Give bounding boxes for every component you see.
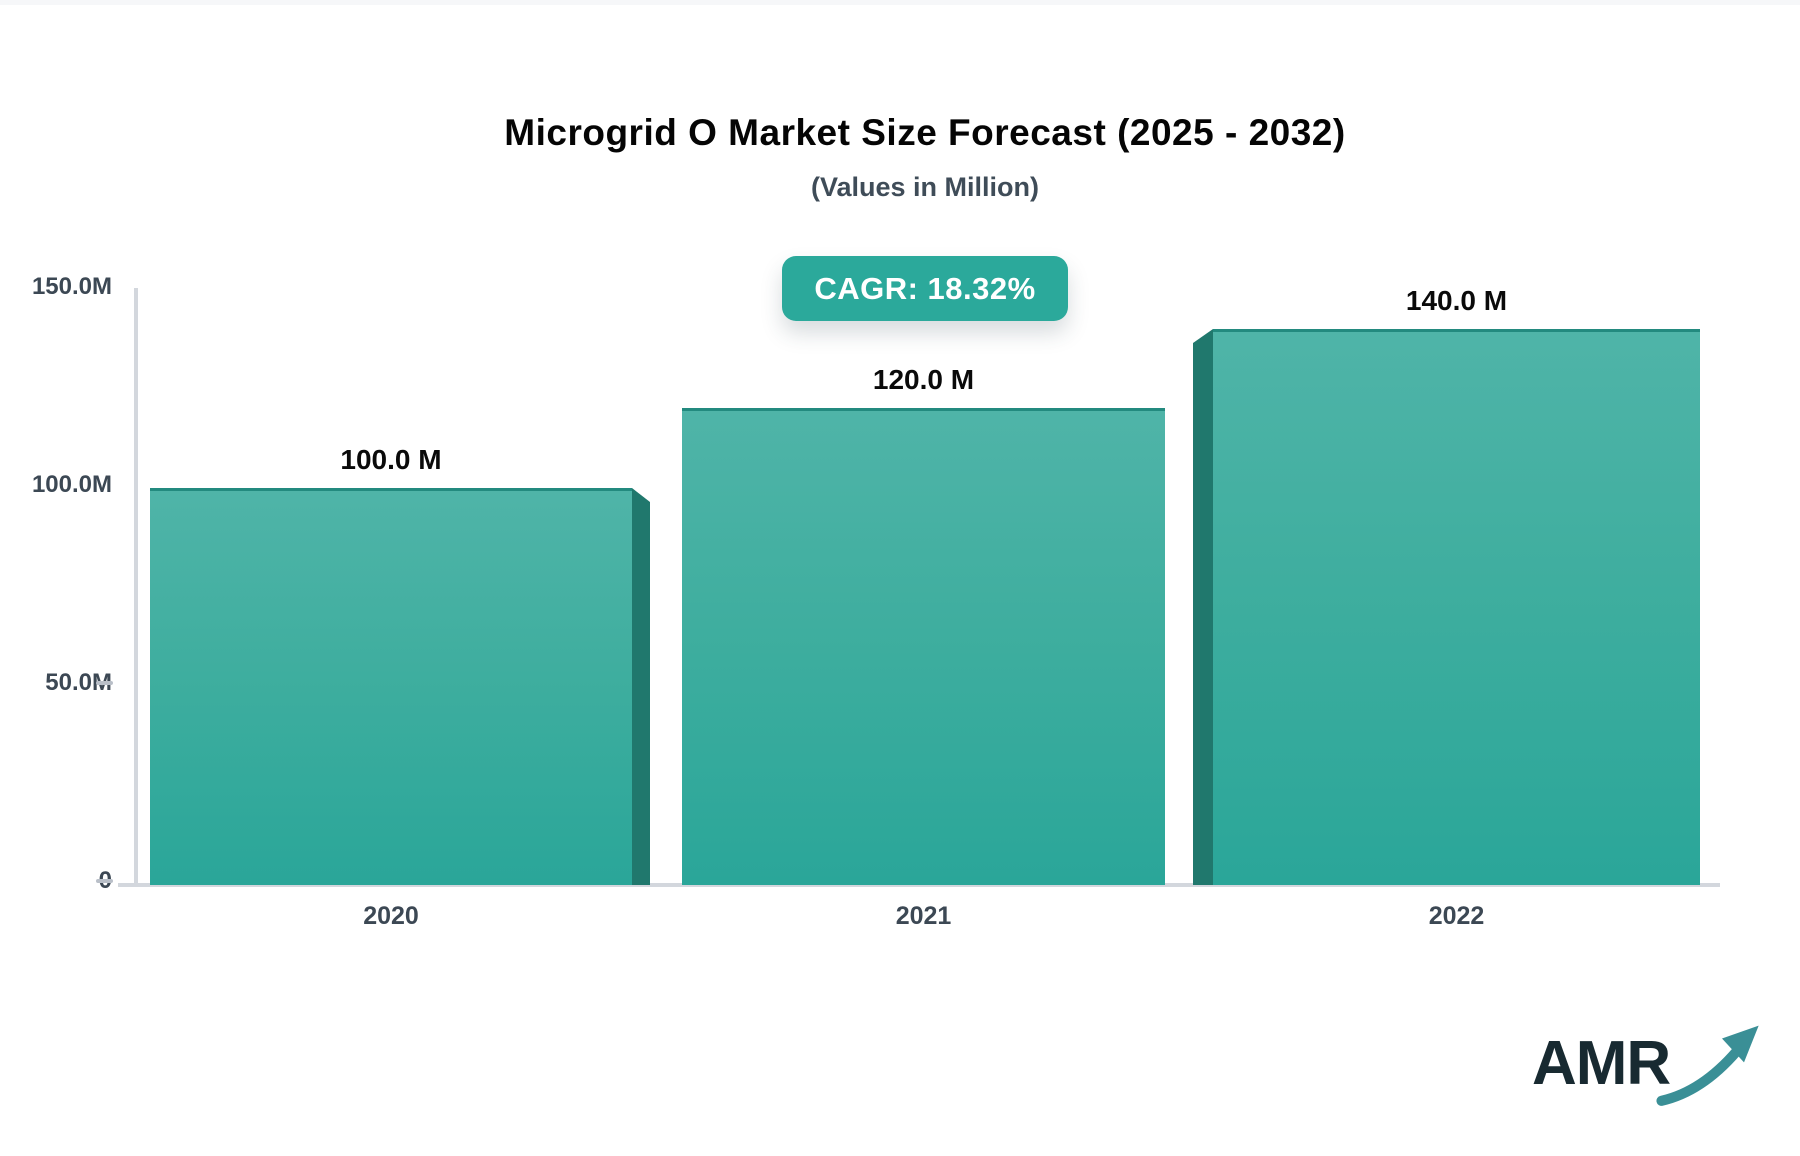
chart-subtitle: (Values in Million) [810, 172, 1040, 202]
cagr-badge: CAGR: 18.32% [782, 256, 1068, 321]
x-tick-label: 2020 [363, 902, 419, 930]
bar-2022 [1213, 329, 1700, 885]
bar-value-label: 140.0 M [1405, 285, 1508, 316]
x-tick-label: 2021 [895, 902, 952, 930]
x-axis-line [118, 883, 1720, 887]
brand-logo: AMR [1508, 1002, 1759, 1122]
y-tick-dash [96, 879, 113, 883]
bar-value-label: 120.0 M [872, 364, 975, 395]
brand-logo-text: AMR [1532, 1029, 1671, 1098]
y-tick-label: 150.0M [31, 273, 112, 300]
cagr-badge-label: CAGR: 18.32% [814, 270, 1036, 306]
bar-3d-side [1193, 329, 1213, 885]
bar-value-label: 100.0 M [340, 444, 442, 475]
chart-title: Microgrid O Market Size Forecast (2025 -… [504, 112, 1346, 153]
bar-2020 [150, 488, 632, 885]
x-tick-label: 2022 [1428, 902, 1485, 930]
bar-3d-side [632, 488, 650, 885]
y-axis-line [134, 288, 138, 885]
y-tick-dash [96, 681, 113, 685]
bar-2021 [682, 408, 1165, 885]
trending-up-arrow-icon [1656, 1025, 1759, 1106]
y-tick-label: 100.0M [31, 471, 112, 498]
window-top-edge [0, 0, 1800, 5]
